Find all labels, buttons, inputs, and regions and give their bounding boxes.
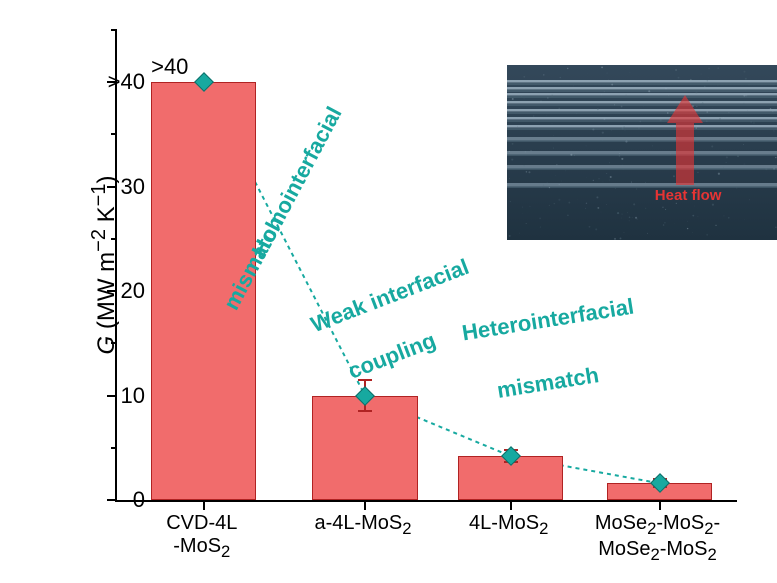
y-tick-minor — [111, 29, 117, 31]
x-tick-label: a-4L-MoS2 — [314, 512, 411, 538]
y-tick-label: >40 — [108, 69, 145, 95]
x-tick-major — [510, 500, 512, 510]
y-tick-major — [107, 186, 117, 188]
x-tick-label: CVD-4L-MoS2 — [166, 512, 237, 561]
x-tick-major — [659, 500, 661, 510]
error-bar-cap — [358, 410, 372, 412]
y-tick-label: 0 — [133, 487, 145, 513]
y-tick-minor — [111, 133, 117, 135]
y-tick-major — [107, 499, 117, 501]
heat-arrow-icon — [667, 95, 703, 185]
y-tick-minor — [111, 447, 117, 449]
x-tick-major — [203, 500, 205, 510]
y-tick-major — [107, 290, 117, 292]
x-tick-label: MoSe2-MoS2-MoSe2-MoS2 — [595, 512, 720, 564]
y-tick-major — [107, 395, 117, 397]
y-tick-label: 30 — [121, 174, 145, 200]
y-tick-label: 10 — [121, 383, 145, 409]
figure: G (MW m−2 K−1) Heat flow 2 nm >40 010203… — [0, 0, 777, 583]
x-tick-label: 4L-MoS2 — [469, 512, 548, 538]
heat-flow-label: Heat flow — [655, 187, 722, 204]
plot-area: Heat flow 2 nm >40 — [115, 30, 737, 502]
bar-top-annotation: >40 — [151, 54, 188, 80]
y-tick-minor — [111, 342, 117, 344]
inset-panel: Heat flow 2 nm — [507, 65, 777, 240]
inset-tem-graphic — [507, 65, 777, 240]
y-tick-label: 20 — [121, 278, 145, 304]
heat-flow-arrow — [667, 95, 703, 185]
y-tick-minor — [111, 238, 117, 240]
x-tick-major — [364, 500, 366, 510]
